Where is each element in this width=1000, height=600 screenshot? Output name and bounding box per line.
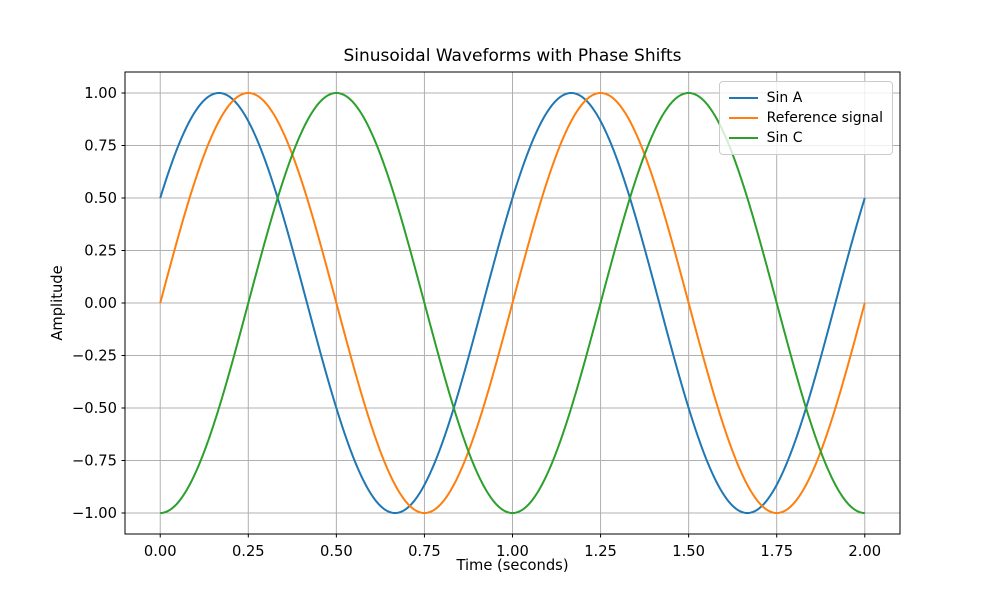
x-tick-label: 0.50	[320, 543, 353, 560]
x-tick-label: 2.00	[848, 543, 881, 560]
legend-item-sin-a: Sin A	[728, 89, 883, 107]
y-tick-label: 1.00	[84, 85, 117, 102]
y-tick-label: 0.50	[84, 190, 117, 207]
y-tick-label: 0.00	[84, 295, 117, 312]
legend-line-sample	[728, 117, 758, 119]
x-tick-label: 0.75	[408, 543, 441, 560]
x-tick-label: 0.00	[144, 543, 177, 560]
axes-layer: 0.00 0.25 0.50 0.75 1.00 1.25 1.50 1.75 2.00 1.00…	[72, 71, 901, 560]
x-tick-label: 1.50	[672, 543, 705, 560]
y-axis-label: Amplitude	[49, 265, 66, 340]
y-tick-label: −0.25	[72, 348, 117, 365]
series-layer	[159, 92, 866, 514]
legend-item-sin-c: Sin C	[728, 129, 883, 147]
y-tick-label: 0.25	[84, 243, 117, 260]
legend-item-reference-signal: Reference signal	[728, 109, 883, 127]
legend-label: Sin C	[766, 130, 803, 146]
legend-line-sample	[728, 97, 758, 99]
legend: Sin A Reference signal Sin C	[718, 81, 893, 155]
x-axis-label: Time (seconds)	[455, 557, 568, 574]
legend-label: Sin A	[766, 90, 803, 106]
x-tick-label: 1.25	[584, 543, 617, 560]
y-tick-label: −0.50	[72, 400, 117, 417]
legend-line-sample	[728, 137, 758, 139]
y-tick-label: 0.75	[84, 138, 117, 155]
x-tick-label: 1.75	[760, 543, 793, 560]
chart-title: Sinusoidal Waveforms with Phase Shifts	[343, 46, 681, 66]
series-line-reference-signal	[159, 92, 866, 514]
y-tick-label: −0.75	[72, 453, 117, 470]
x-tick-label: 0.25	[232, 543, 265, 560]
x-tick-label: 1.00	[496, 543, 529, 560]
legend-label: Reference signal	[766, 110, 883, 126]
y-tick-label: −1.00	[72, 505, 117, 522]
series-line-sin-c	[160, 92, 865, 514]
